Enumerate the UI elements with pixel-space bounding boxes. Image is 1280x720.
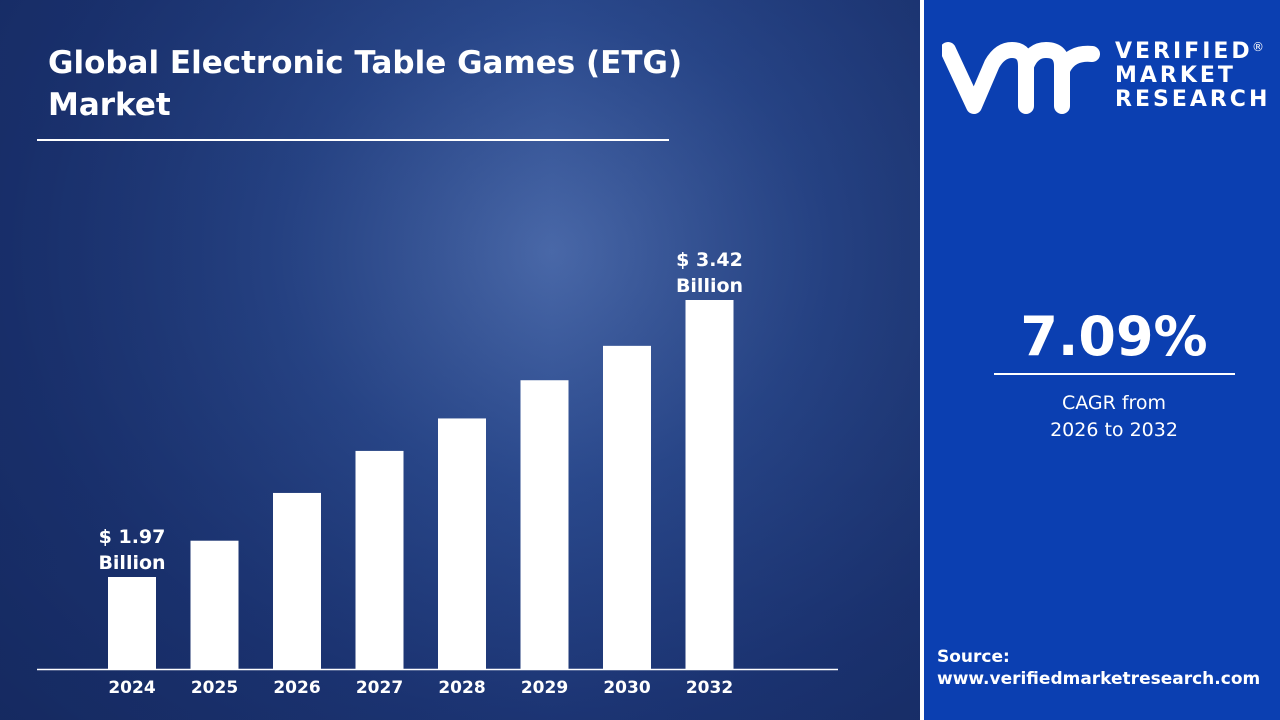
bar-chart: 2024 2025 2026 2027 2028 2029 2030 2032 $ 1.97 Bi… — [0, 0, 920, 720]
brand-line-3: RESEARCH — [1115, 87, 1271, 112]
x-tick-label: 2028 — [438, 678, 485, 698]
registered-mark: ® — [1252, 40, 1264, 54]
data-label: Billion — [676, 275, 743, 297]
side-panel — [924, 0, 1280, 720]
x-tick-label: 2029 — [521, 678, 568, 698]
data-label: Billion — [98, 552, 165, 574]
source: Source: www.verifiedmarketresearch.com — [937, 646, 1260, 690]
bar-2025 — [190, 540, 239, 669]
x-tick-label: 2025 — [191, 678, 238, 698]
cagr-label-line2: 2026 to 2032 — [1050, 419, 1178, 441]
bar-2026 — [273, 492, 321, 669]
data-label: $ 3.42 — [676, 249, 743, 271]
x-tick-label: 2024 — [108, 678, 155, 698]
title-underline — [37, 139, 669, 141]
x-tick-label: 2027 — [356, 678, 403, 698]
bar-2032 — [685, 300, 734, 669]
brand-line-1: VERIFIED — [1115, 39, 1253, 64]
bar-2027 — [355, 450, 404, 669]
x-tick-label: 2030 — [603, 678, 650, 698]
brand-line-2: MARKET — [1115, 63, 1236, 88]
data-label: $ 1.97 — [99, 526, 166, 548]
x-tick-label: 2032 — [686, 678, 733, 698]
vmr-logo-icon — [942, 42, 1100, 114]
page-title: Global Electronic Table Games (ETG) Mark… — [48, 45, 683, 123]
source-label: Source: — [937, 647, 1010, 667]
bar-2030 — [603, 345, 651, 669]
divider — [920, 0, 924, 720]
cagr-value: 7.09% — [1020, 305, 1208, 368]
brand-name: VERIFIED MARKET RESEARCH — [1115, 40, 1270, 112]
bar-2028 — [438, 418, 486, 669]
cagr-label-line1: CAGR from — [1061, 392, 1167, 414]
source-url[interactable]: www.verifiedmarketresearch.com — [937, 669, 1261, 689]
bar-2024 — [108, 577, 156, 669]
bar-2029 — [520, 380, 569, 669]
x-tick-label: 2026 — [273, 678, 320, 698]
cagr-label: CAGR from 2026 to 2032 — [994, 390, 1234, 444]
cagr-divider — [994, 373, 1235, 375]
